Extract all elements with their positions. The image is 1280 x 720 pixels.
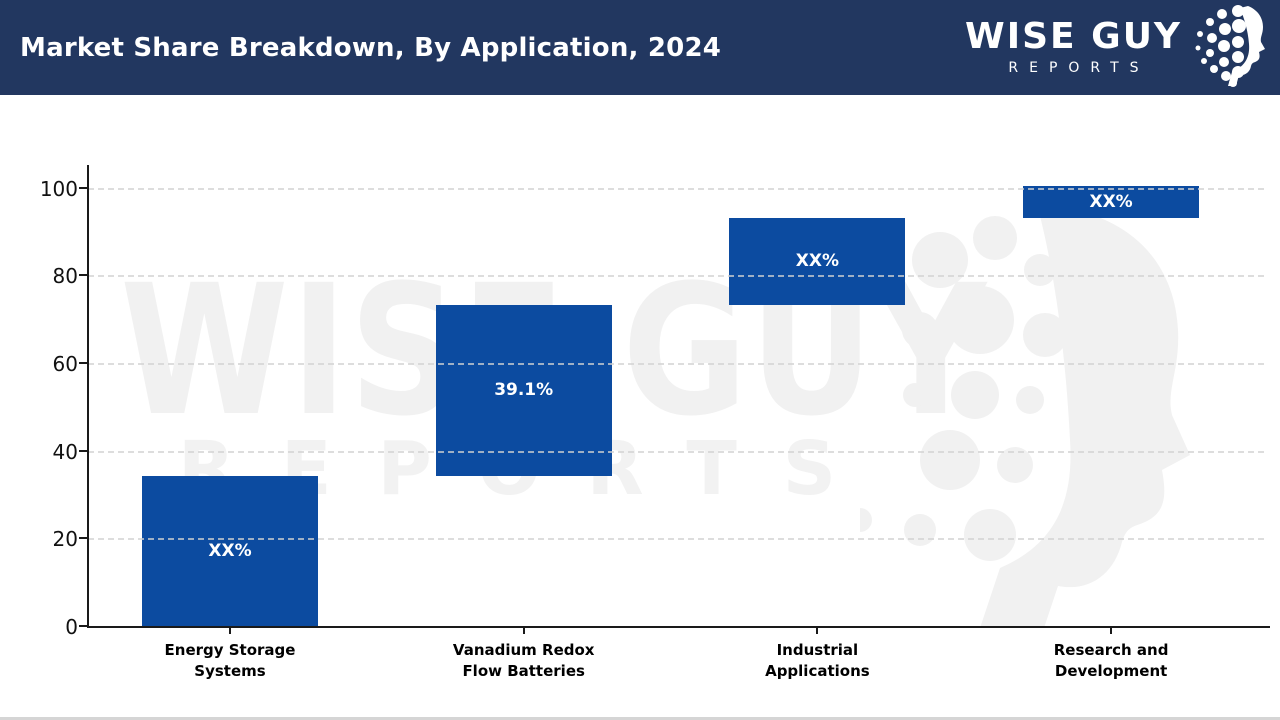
y-axis-tick-label: 40 xyxy=(52,439,78,464)
bar-value-label: XX% xyxy=(208,541,252,562)
bar-segment xyxy=(1023,186,1200,219)
page-title: Market Share Breakdown, By Application, … xyxy=(20,32,722,63)
y-axis-tick-label: 60 xyxy=(52,351,78,376)
gridline xyxy=(88,275,1264,278)
category-label: Research and Development xyxy=(1053,641,1169,680)
y-axis-tick-label: 0 xyxy=(65,615,78,639)
y-tick xyxy=(79,361,87,364)
x-tick xyxy=(229,626,231,634)
bar-value-label: 39.1% xyxy=(494,380,554,401)
gridline xyxy=(88,538,1264,541)
brand-subtitle: REPORTS xyxy=(1008,60,1150,76)
y-tick xyxy=(79,274,87,277)
y-tick xyxy=(79,625,87,627)
gridline xyxy=(88,362,1264,365)
header-bar: Market Share Breakdown, By Application, … xyxy=(0,0,1280,95)
x-tick xyxy=(816,626,819,634)
watermark-face-icon xyxy=(848,200,1280,634)
bar-segment xyxy=(142,476,318,626)
y-axis-tick-label: 80 xyxy=(52,264,78,289)
bar-segment xyxy=(729,218,906,305)
brand-face-icon xyxy=(1188,4,1266,92)
chart-area: XX% Energy Storage Systems 39.1% Vanadium Re… xyxy=(0,95,1280,717)
y-axis-tick-label: 20 xyxy=(52,527,78,552)
category-label: Vanadium Redox Flow Batteries xyxy=(452,641,595,680)
bar-segment xyxy=(435,304,612,477)
brand-logo: WISE GUY REPORTS xyxy=(965,4,1280,92)
x-axis-line xyxy=(87,626,1270,628)
brand-wordmark: WISE GUY REPORTS xyxy=(964,16,1182,77)
gridline xyxy=(88,187,1264,190)
bar-value-label: XX% xyxy=(795,251,840,272)
y-axis-line xyxy=(87,165,89,628)
brand-name: WISE GUY xyxy=(964,16,1182,57)
x-tick xyxy=(1110,626,1113,634)
category-label: Energy Storage Systems xyxy=(164,641,296,680)
x-tick xyxy=(522,626,525,634)
footer-line xyxy=(0,717,1280,720)
y-tick xyxy=(79,537,87,540)
gridline xyxy=(88,450,1264,453)
y-axis-tick-label: 100 xyxy=(39,176,78,201)
y-tick xyxy=(79,449,87,452)
bar-value-label: XX% xyxy=(1089,192,1133,213)
y-tick xyxy=(79,186,87,189)
category-label: Industrial Applications xyxy=(765,641,870,680)
